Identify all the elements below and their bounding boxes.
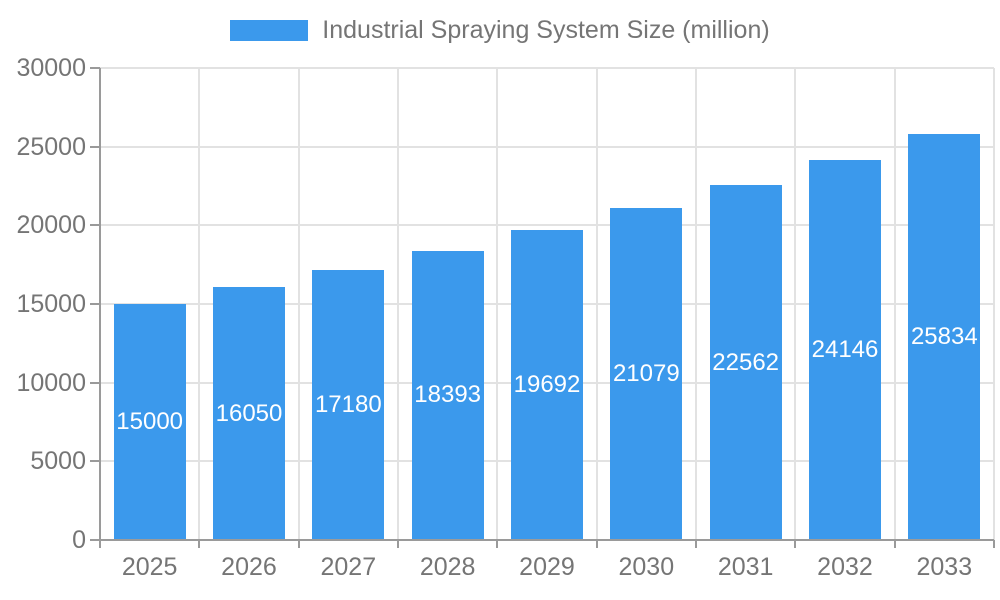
bar-2030[interactable]: 21079 (610, 208, 683, 540)
h-gridline (100, 145, 994, 148)
y-tick-label: 20000 (16, 211, 86, 240)
y-tick-mark (90, 303, 100, 305)
bar-value-label: 24146 (811, 336, 879, 364)
y-tick-mark (90, 67, 100, 69)
bar-value-label: 19692 (513, 371, 581, 399)
h-gridline (100, 67, 994, 69)
v-gridline (397, 68, 399, 540)
y-tick-label: 30000 (16, 54, 86, 82)
bar-value-label: 22562 (712, 348, 780, 376)
x-tick-label: 2028 (419, 553, 476, 581)
v-gridline (496, 68, 499, 540)
bar-2029[interactable]: 19692 (511, 230, 583, 540)
bar-value-label: 18393 (414, 381, 482, 409)
bar-2031[interactable]: 22562 (709, 185, 782, 540)
x-tick-mark (99, 540, 101, 548)
x-tick-label: 2030 (618, 553, 675, 581)
y-tick-label: 25000 (16, 132, 86, 161)
v-gridline (695, 68, 697, 540)
x-axis-line (100, 539, 994, 541)
y-tick-label: 0 (72, 526, 86, 554)
x-tick-mark (297, 540, 300, 548)
bar-value-label: 25834 (910, 322, 978, 350)
bar-2033[interactable]: 25834 (908, 133, 981, 540)
bar-2032[interactable]: 24146 (809, 160, 881, 540)
bar-2025[interactable]: 15000 (113, 304, 186, 540)
v-gridline (993, 68, 995, 540)
bar-value-label: 16050 (215, 399, 283, 427)
y-tick-mark (90, 145, 100, 148)
x-tick-mark (496, 540, 499, 548)
legend[interactable]: Industrial Spraying System Size (million… (0, 18, 1000, 43)
y-tick-mark (90, 460, 100, 463)
v-gridline (893, 68, 896, 540)
bar-value-label: 17180 (314, 390, 382, 418)
x-tick-label: 2033 (916, 553, 973, 581)
y-tick-label: 15000 (16, 290, 86, 318)
x-tick-label: 2031 (717, 553, 774, 581)
x-tick-label: 2029 (519, 553, 575, 581)
v-gridline (198, 68, 201, 540)
bar-2027[interactable]: 17180 (312, 269, 385, 540)
bar-value-label: 15000 (116, 408, 184, 435)
x-tick-label: 2025 (121, 553, 178, 581)
x-tick-mark (794, 540, 797, 548)
bar-value-label: 21079 (612, 360, 680, 388)
y-tick-mark (90, 381, 100, 384)
v-gridline (297, 68, 300, 540)
x-tick-mark (695, 540, 697, 548)
v-gridline (794, 68, 797, 540)
legend-swatch (230, 20, 309, 41)
x-tick-mark (397, 540, 399, 548)
h-gridline (100, 224, 994, 227)
x-tick-mark (595, 540, 598, 548)
y-tick-label: 10000 (16, 368, 86, 397)
y-tick-mark (90, 224, 100, 227)
x-tick-label: 2026 (221, 553, 277, 581)
bar-2026[interactable]: 16050 (213, 287, 285, 540)
legend-label: Industrial Spraying System Size (million… (322, 16, 770, 44)
y-axis-line (99, 68, 101, 540)
x-tick-label: 2032 (817, 553, 873, 581)
y-tick-label: 5000 (30, 447, 86, 476)
x-tick-label: 2027 (320, 553, 377, 581)
x-tick-mark (993, 540, 995, 548)
x-tick-mark (893, 540, 896, 548)
x-tick-mark (198, 540, 201, 548)
v-gridline (595, 68, 598, 540)
bar-2028[interactable]: 18393 (411, 250, 484, 540)
y-tick-mark (90, 539, 100, 541)
